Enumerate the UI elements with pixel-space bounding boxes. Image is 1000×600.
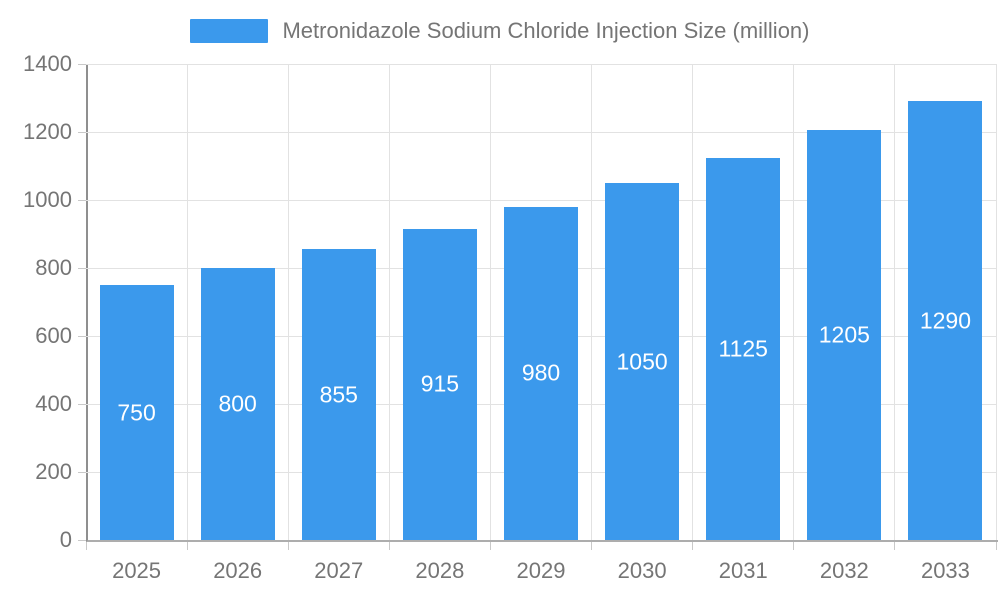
legend[interactable]: Metronidazole Sodium Chloride Injection … xyxy=(0,18,1000,44)
x-axis-tick xyxy=(85,542,87,550)
x-axis-tick xyxy=(186,542,188,550)
bar[interactable]: 800 xyxy=(200,268,275,540)
x-axis-tick xyxy=(995,542,997,550)
legend-label[interactable]: Metronidazole Sodium Chloride Injection … xyxy=(282,18,810,43)
bar-value-label: 1205 xyxy=(818,321,870,348)
bar-value-label: 1290 xyxy=(919,307,972,334)
bar[interactable]: 915 xyxy=(402,228,477,540)
legend-swatch[interactable] xyxy=(190,19,269,43)
bar[interactable]: 855 xyxy=(301,249,376,540)
gridline-vertical xyxy=(591,64,593,540)
gridline-vertical xyxy=(287,64,289,540)
y-axis-label: 1000 xyxy=(23,187,72,212)
gridline-horizontal xyxy=(86,131,996,133)
y-axis-label: 800 xyxy=(35,255,72,280)
y-axis-tick xyxy=(78,199,86,201)
y-axis-tick xyxy=(78,131,86,133)
bar[interactable]: 1290 xyxy=(908,101,983,540)
x-axis-label: 2028 xyxy=(415,558,465,583)
gridline-vertical xyxy=(894,64,896,540)
gridline-horizontal xyxy=(86,199,996,201)
bar-value-label: 980 xyxy=(521,359,561,386)
y-axis-tick xyxy=(78,267,86,269)
y-axis-label: 1200 xyxy=(23,119,72,144)
bar-value-label: 1125 xyxy=(718,335,768,362)
y-axis-label: 400 xyxy=(35,391,72,416)
gridline-vertical xyxy=(995,64,997,540)
bar[interactable]: 1205 xyxy=(807,130,882,540)
x-axis-tick xyxy=(591,542,593,550)
gridline-vertical xyxy=(489,64,491,540)
x-axis-label: 2026 xyxy=(213,558,263,583)
bar[interactable]: 1050 xyxy=(605,183,680,540)
plot-area xyxy=(86,64,998,542)
gridline-vertical xyxy=(388,64,390,540)
bar-value-label: 800 xyxy=(218,390,257,417)
x-axis-tick xyxy=(388,542,390,550)
x-axis-tick xyxy=(489,542,491,550)
bar-value-label: 750 xyxy=(117,399,156,425)
x-axis-tick xyxy=(692,542,694,550)
y-axis-label: 0 xyxy=(59,527,72,552)
x-axis-tick xyxy=(894,542,896,550)
x-axis-label: 2031 xyxy=(718,558,768,583)
y-axis-tick xyxy=(78,471,86,473)
y-axis-label: 200 xyxy=(35,459,72,484)
x-axis-label: 2025 xyxy=(112,558,162,583)
y-axis-label: 600 xyxy=(35,323,72,348)
y-axis-tick xyxy=(78,539,86,541)
y-axis-tick xyxy=(78,63,86,65)
x-axis-label: 2030 xyxy=(617,558,667,583)
y-axis-label: 1400 xyxy=(23,51,72,76)
y-axis-tick xyxy=(78,335,86,337)
gridline-vertical xyxy=(186,64,188,540)
bar[interactable]: 1125 xyxy=(706,157,781,540)
gridline-vertical xyxy=(793,64,795,540)
y-axis-tick xyxy=(78,403,86,405)
gridline-vertical xyxy=(692,64,694,540)
bar-value-label: 1050 xyxy=(616,348,668,374)
x-axis-label: 2032 xyxy=(819,558,869,583)
bar[interactable]: 750 xyxy=(99,285,174,540)
x-axis-tick xyxy=(793,542,795,550)
x-axis-label: 2033 xyxy=(920,558,970,583)
bar-value-label: 855 xyxy=(319,381,358,408)
x-axis-label: 2029 xyxy=(516,558,566,583)
x-axis-tick xyxy=(287,542,289,550)
x-axis-label: 2027 xyxy=(314,558,364,583)
gridline-horizontal xyxy=(86,63,996,65)
bar-value-label: 915 xyxy=(420,370,460,397)
bar[interactable]: 980 xyxy=(504,206,578,540)
